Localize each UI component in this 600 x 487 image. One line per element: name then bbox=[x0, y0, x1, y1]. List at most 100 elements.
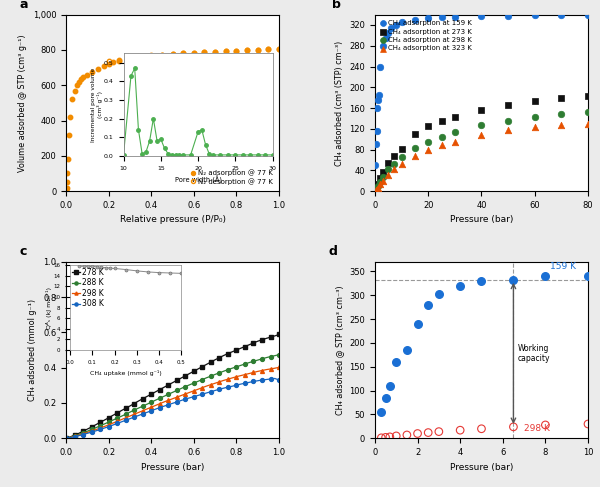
308 K bbox=[216, 386, 223, 392]
CH₄ adsorption at 298 K bbox=[424, 138, 433, 146]
CH₄ adsorption at 323 K bbox=[389, 166, 398, 173]
CH₄ adsorption at 298 K bbox=[397, 153, 406, 161]
278 K bbox=[216, 355, 223, 360]
N₂ adsorption @ 77 K bbox=[67, 114, 74, 120]
CH₄ adsorption at 159 K bbox=[391, 21, 401, 29]
CH₄ adsorption at 323 K bbox=[397, 160, 406, 168]
Point bbox=[391, 358, 401, 366]
N₂ adsorption @ 77 K bbox=[64, 179, 71, 185]
298 K bbox=[275, 364, 283, 370]
Text: 298 K: 298 K bbox=[524, 424, 550, 433]
N₂ adsorption @ 77 K bbox=[109, 59, 116, 65]
Point bbox=[377, 434, 386, 442]
Legend: CH₄ adsorption at 159 K, CH₄ adsorption at 273 K, CH₄ adsorption at 298 K, CH₄ a: CH₄ adsorption at 159 K, CH₄ adsorption … bbox=[379, 18, 474, 54]
CH₄ adsorption at 323 K bbox=[376, 181, 385, 188]
CH₄ adsorption at 159 K bbox=[372, 104, 382, 112]
308 K bbox=[275, 377, 283, 383]
CH₄ adsorption at 159 K bbox=[373, 96, 382, 104]
N₂ adsorption @ 77 K bbox=[64, 170, 71, 176]
N₂ desorption @ 77 K bbox=[158, 52, 166, 57]
CH₄ adsorption at 159 K bbox=[371, 141, 381, 149]
Point bbox=[391, 432, 401, 440]
Point bbox=[434, 290, 443, 298]
298 K bbox=[131, 412, 138, 417]
Point bbox=[476, 425, 486, 432]
308 K bbox=[109, 422, 116, 428]
CH₄ adsorption at 298 K bbox=[583, 108, 593, 115]
Point bbox=[424, 429, 433, 436]
CH₄ adsorption at 273 K bbox=[424, 122, 433, 130]
N₂ adsorption @ 77 K bbox=[158, 52, 166, 57]
CH₄ adsorption at 323 K bbox=[557, 121, 566, 129]
N₂ adsorption @ 77 K bbox=[116, 57, 123, 63]
N₂ desorption @ 77 K bbox=[212, 49, 219, 55]
N₂ adsorption @ 77 K bbox=[212, 49, 219, 55]
CH₄ adsorption at 159 K bbox=[376, 63, 385, 71]
CH₄ adsorption at 273 K bbox=[557, 94, 566, 102]
Point bbox=[434, 428, 443, 435]
CH₄ adsorption at 273 K bbox=[378, 168, 388, 176]
N₂ desorption @ 77 K bbox=[169, 51, 176, 56]
Point bbox=[541, 421, 550, 429]
CH₄ adsorption at 323 K bbox=[583, 120, 593, 128]
308 K bbox=[271, 375, 278, 381]
278 K bbox=[271, 333, 278, 339]
CH₄ adsorption at 323 K bbox=[373, 184, 382, 191]
288 K bbox=[62, 435, 70, 441]
Point bbox=[385, 382, 395, 390]
308 K bbox=[127, 416, 134, 422]
N₂ adsorption @ 77 K bbox=[75, 79, 82, 85]
Point bbox=[385, 433, 395, 441]
Line: 308 K: 308 K bbox=[64, 376, 281, 440]
CH₄ adsorption at 273 K bbox=[376, 174, 385, 182]
N₂ desorption @ 77 K bbox=[137, 54, 144, 59]
CH₄ adsorption at 159 K bbox=[557, 11, 566, 19]
308 K bbox=[131, 414, 138, 420]
288 K bbox=[109, 417, 116, 423]
CH₄ adsorption at 298 K bbox=[450, 129, 460, 136]
Point bbox=[509, 423, 518, 431]
Point bbox=[541, 272, 550, 280]
Point bbox=[455, 281, 465, 289]
CH₄ adsorption at 298 K bbox=[389, 160, 398, 168]
CH₄ adsorption at 159 K bbox=[381, 34, 391, 42]
CH₄ adsorption at 159 K bbox=[386, 24, 396, 32]
Point bbox=[413, 320, 422, 328]
CH₄ adsorption at 273 K bbox=[410, 130, 419, 138]
CH₄ adsorption at 298 K bbox=[530, 113, 539, 121]
CH₄ adsorption at 273 K bbox=[373, 180, 382, 188]
Line: N₂ adsorption @ 77 K: N₂ adsorption @ 77 K bbox=[64, 47, 281, 192]
N₂ adsorption @ 77 K bbox=[101, 63, 108, 69]
CH₄ adsorption at 298 K bbox=[383, 166, 393, 173]
CH₄ adsorption at 273 K bbox=[503, 101, 513, 109]
N₂ adsorption @ 77 K bbox=[63, 185, 70, 190]
N₂ adsorption @ 77 K bbox=[73, 82, 80, 88]
N₂ adsorption @ 77 K bbox=[254, 47, 262, 53]
CH₄ adsorption at 323 K bbox=[424, 146, 433, 154]
Point bbox=[455, 426, 465, 434]
N₂ adsorption @ 77 K bbox=[265, 46, 272, 52]
N₂ adsorption @ 77 K bbox=[233, 48, 240, 54]
Line: 298 K: 298 K bbox=[64, 365, 281, 440]
308 K bbox=[267, 376, 274, 382]
N₂ adsorption @ 77 K bbox=[244, 48, 251, 54]
CH₄ adsorption at 273 K bbox=[389, 152, 398, 160]
CH₄ adsorption at 273 K bbox=[583, 92, 593, 100]
Text: 159 K: 159 K bbox=[550, 262, 575, 271]
CH₄ adsorption at 298 K bbox=[410, 144, 419, 152]
CH₄ adsorption at 298 K bbox=[371, 185, 381, 192]
CH₄ adsorption at 159 K bbox=[410, 16, 419, 24]
Line: 288 K: 288 K bbox=[64, 353, 281, 440]
N₂ adsorption @ 77 K bbox=[148, 53, 155, 58]
CH₄ adsorption at 159 K bbox=[503, 12, 513, 19]
288 K bbox=[203, 375, 210, 381]
CH₄ adsorption at 323 K bbox=[437, 142, 446, 150]
CH₄ adsorption at 159 K bbox=[530, 11, 539, 19]
Point bbox=[583, 420, 593, 428]
Text: Working
capacity: Working capacity bbox=[518, 344, 550, 363]
Y-axis label: CH₄ adsorbed (mmol g⁻¹): CH₄ adsorbed (mmol g⁻¹) bbox=[28, 299, 37, 401]
Y-axis label: CH₄ adsorbed (cm³ (STP) cm⁻³): CH₄ adsorbed (cm³ (STP) cm⁻³) bbox=[335, 40, 344, 166]
CH₄ adsorption at 273 K bbox=[476, 106, 486, 113]
298 K bbox=[271, 365, 278, 371]
CH₄ adsorption at 323 K bbox=[383, 170, 393, 178]
